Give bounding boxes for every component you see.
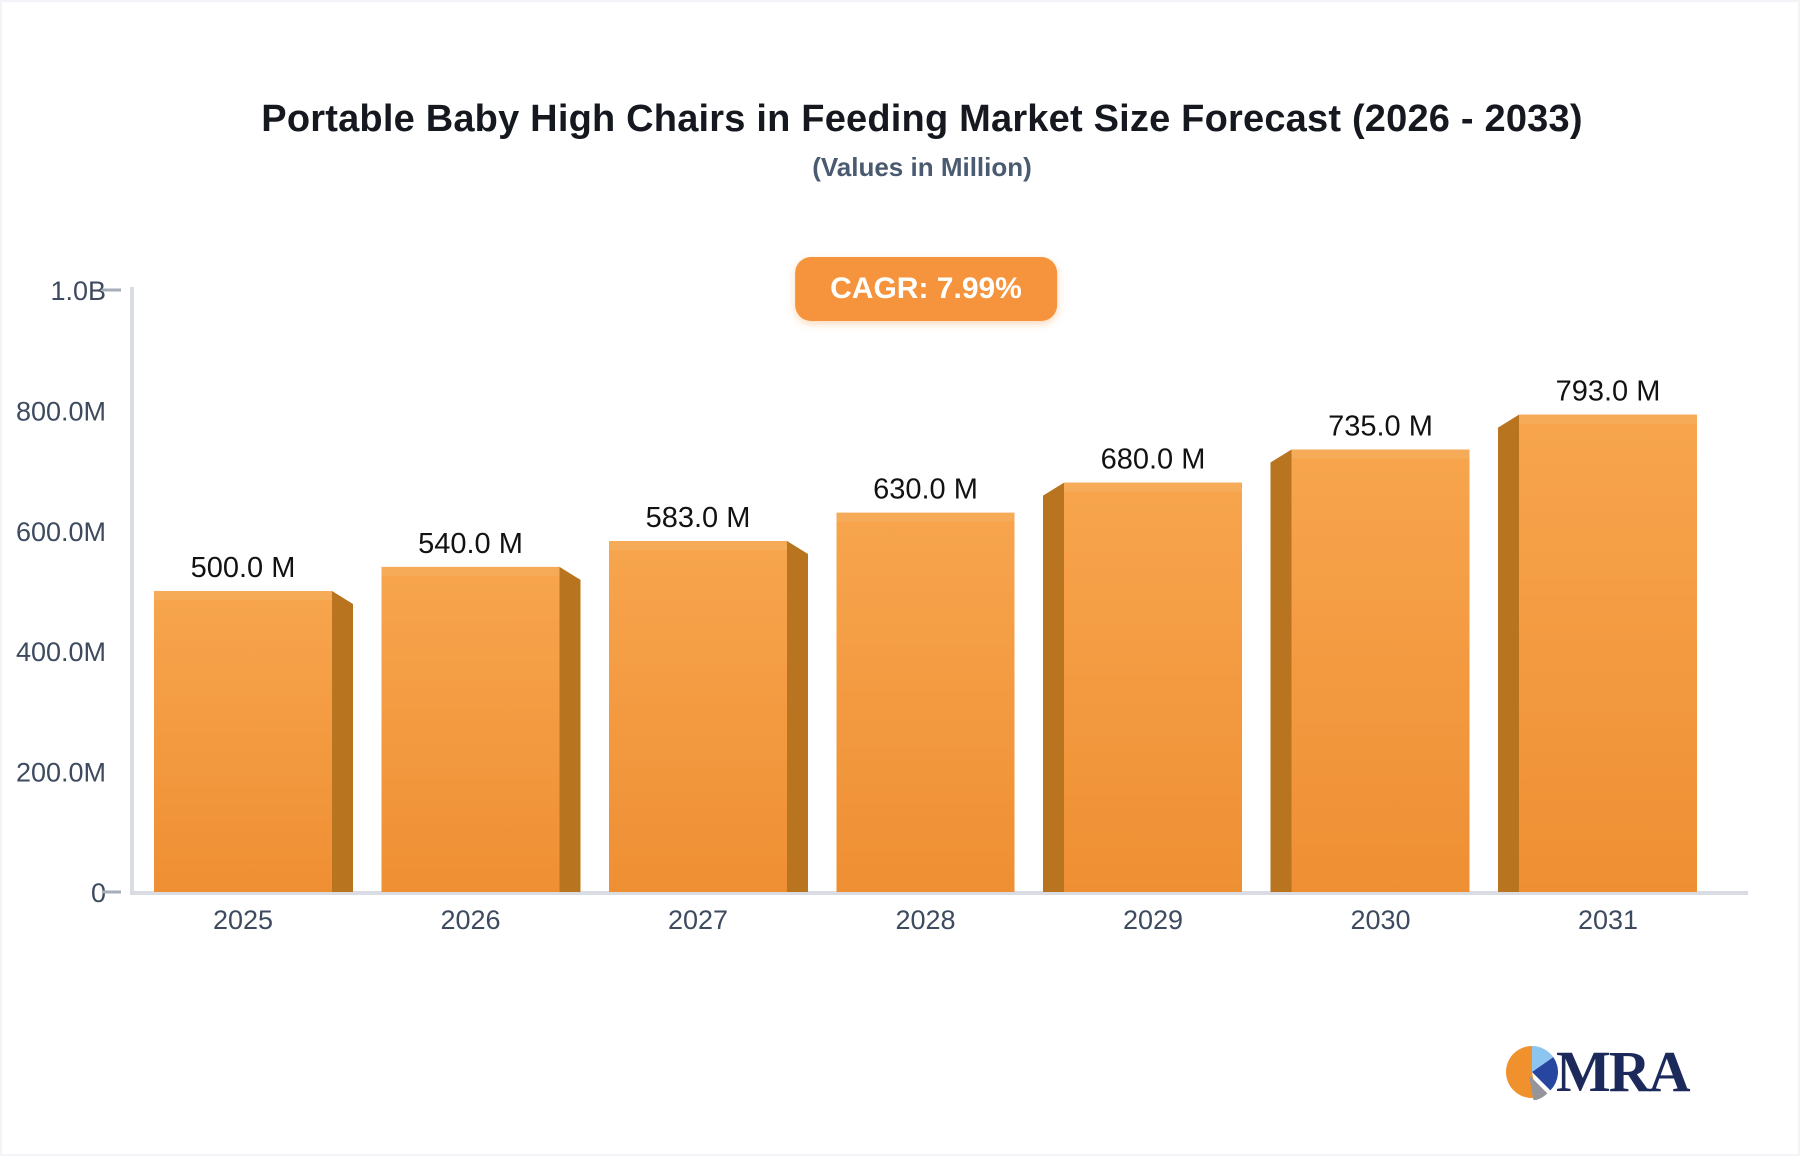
bar-side-face: [559, 566, 581, 892]
bar-side-face: [1498, 414, 1519, 892]
bar-top-face: [1291, 449, 1470, 459]
chart-subtitle: (Values in Million): [812, 152, 1032, 182]
y-axis-tick-label: 400.0M: [16, 637, 106, 667]
bar-front-face: [1519, 414, 1697, 892]
bar-2031[interactable]: [1498, 414, 1697, 892]
y-axis-tick-label: 0: [91, 878, 106, 908]
x-axis-category-label: 2027: [668, 905, 728, 935]
cagr-badge: CAGR: 7.99%: [795, 257, 1057, 321]
bar-value-label: 680.0 M: [1101, 444, 1206, 476]
y-axis-tick-label: 1.0B: [50, 276, 106, 306]
bar-side-face: [332, 591, 353, 892]
bar-top-face: [1519, 414, 1697, 424]
bar-value-label: 735.0 M: [1328, 411, 1433, 443]
y-axis-tick-label: 600.0M: [16, 517, 106, 547]
mra-logo-pie-icon: [1506, 1046, 1558, 1100]
mra-logo-text: MRA: [1556, 1039, 1691, 1104]
bar-front-face: [1064, 482, 1242, 892]
axis-layer: 1.0B 800.0M 600.0M 400.0M 200.0M 0: [16, 276, 1748, 908]
x-axis-category-label: 2030: [1350, 905, 1410, 935]
x-axis-category-label: 2029: [1123, 905, 1183, 935]
bar-value-label: 793.0 M: [1556, 376, 1661, 408]
bar-value-label: 583.0 M: [646, 502, 751, 534]
labels-layer: 500.0 M 2025 540.0 M 2026 583.0 M 2027 630.0 M…: [191, 376, 1661, 935]
bar-top-face: [381, 566, 560, 576]
bar-value-label: 540.0 M: [418, 528, 523, 560]
bar-value-label: 630.0 M: [873, 474, 978, 506]
x-axis-category-label: 2031: [1578, 905, 1638, 935]
bar-top-face: [836, 512, 1015, 522]
y-axis-tick-label: 200.0M: [16, 758, 106, 788]
bar-2029[interactable]: [1043, 482, 1242, 892]
logo-pie-slice: [1529, 1075, 1548, 1100]
logo-pie-slice: [1532, 1057, 1558, 1091]
logo-pie-slice: [1506, 1046, 1537, 1098]
bar-2028[interactable]: [836, 512, 1015, 892]
bar-side-face: [787, 541, 808, 892]
bar-value-label: 500.0 M: [191, 552, 296, 584]
bar-2027[interactable]: [609, 541, 808, 892]
logo-pie-slice: [1532, 1046, 1554, 1072]
bar-2025[interactable]: [154, 591, 353, 892]
bar-side-face: [1270, 449, 1292, 892]
bar-2030[interactable]: [1270, 449, 1470, 892]
bar-top-face: [609, 541, 787, 551]
bar-front-face: [381, 566, 560, 892]
x-axis-category-label: 2026: [440, 905, 500, 935]
y-axis-tick-label: 800.0M: [16, 396, 106, 426]
chart-title: Portable Baby High Chairs in Feeding Mar…: [261, 98, 1583, 140]
bar-front-face: [154, 591, 332, 892]
bar-front-face: [836, 512, 1015, 892]
bar-side-face: [1043, 482, 1064, 892]
bars-layer: [154, 414, 1697, 892]
bar-top-face: [1064, 482, 1242, 492]
bar-front-face: [609, 541, 787, 892]
bar-front-face: [1291, 449, 1470, 892]
bar-2026[interactable]: [381, 566, 581, 892]
x-axis-category-label: 2028: [895, 905, 955, 935]
x-axis-category-label: 2025: [213, 905, 273, 935]
mra-logo: MRA: [1504, 1042, 1704, 1102]
bar-top-face: [154, 591, 332, 600]
